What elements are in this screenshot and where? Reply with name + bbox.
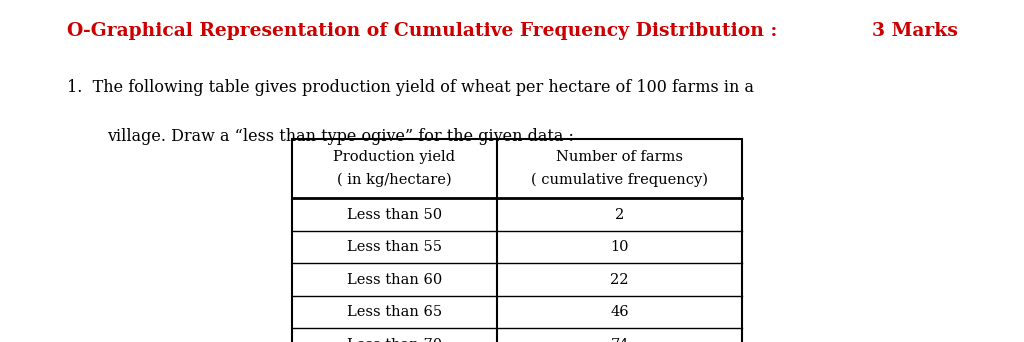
Text: Less than 55: Less than 55: [347, 240, 441, 254]
Text: 74: 74: [610, 338, 629, 342]
Text: 1.  The following table gives production yield of wheat per hectare of 100 farms: 1. The following table gives production …: [67, 79, 754, 96]
Bar: [292, 139, 742, 342]
Text: 2: 2: [614, 208, 625, 222]
Text: village. Draw a “less than type ogive” for the given data :: village. Draw a “less than type ogive” f…: [108, 128, 574, 145]
Text: Less than 60: Less than 60: [346, 273, 442, 287]
Text: 22: 22: [610, 273, 629, 287]
Text: Less than 50: Less than 50: [347, 208, 441, 222]
Text: Number of farms: Number of farms: [556, 150, 683, 165]
Text: O: O: [67, 22, 83, 40]
Text: 10: 10: [610, 240, 629, 254]
Text: Production yield: Production yield: [333, 150, 456, 165]
Text: Less than 70: Less than 70: [347, 338, 441, 342]
Text: 46: 46: [610, 305, 629, 319]
Text: 3 Marks: 3 Marks: [871, 22, 957, 40]
Text: Less than 65: Less than 65: [347, 305, 441, 319]
Text: ( in kg/hectare): ( in kg/hectare): [337, 172, 452, 187]
Text: -Graphical Representation of Cumulative Frequency Distribution :: -Graphical Representation of Cumulative …: [83, 22, 777, 40]
Text: ( cumulative frequency): ( cumulative frequency): [531, 172, 708, 187]
